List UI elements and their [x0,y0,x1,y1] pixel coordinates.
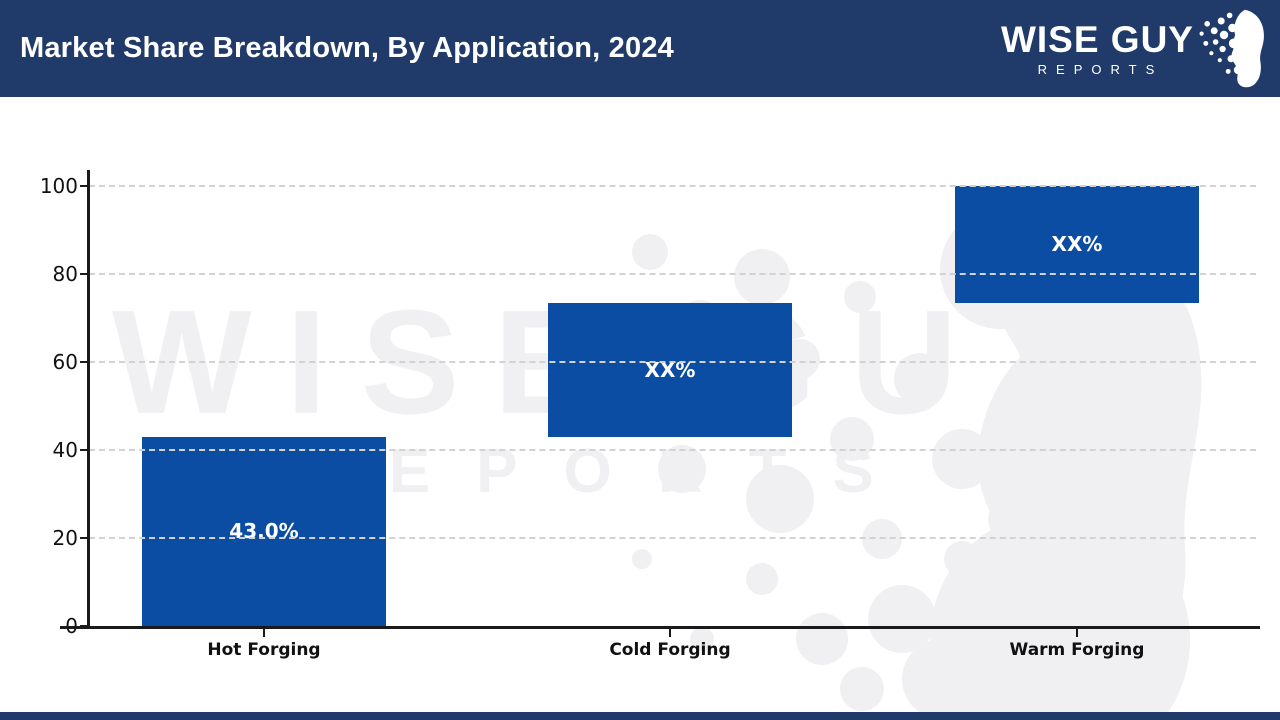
y-tick-label-80: 80 [52,262,78,286]
bar-value-label-warm-forging: XX% [1051,232,1103,257]
y-tick-mark-20 [80,537,88,539]
gridline-80 [89,273,1256,275]
x-tick-mark-warm-forging [1076,629,1078,637]
header-bar: Market Share Breakdown, By Application, … [0,0,1280,97]
y-tick-label-100: 100 [39,174,78,198]
bar-value-label-hot-forging: 43.0% [229,519,299,544]
y-tick-mark-40 [80,449,88,451]
logo-subtitle: REPORTS [1037,62,1164,77]
logo-wordmark: WISE GUY [1000,19,1194,60]
wise-guy-reports-logo: WISE GUY REPORTS [1001,6,1266,92]
x-tick-label-warm-forging: Warm Forging [1009,640,1145,660]
chart-title: Market Share Breakdown, By Application, … [20,32,674,64]
x-tick-label-cold-forging: Cold Forging [609,640,731,660]
y-tick-mark-60 [80,361,88,363]
y-tick-mark-100 [80,185,88,187]
footer-bar [0,712,1280,720]
y-tick-label-40: 40 [52,438,78,462]
logo-text: WISE GUY REPORTS [1000,19,1194,78]
gridline-100 [89,185,1256,187]
x-tick-mark-cold-forging [669,629,671,637]
gridline-20 [89,537,1256,539]
x-tick-label-hot-forging: Hot Forging [207,640,321,660]
logo-dot-head-icon [1199,9,1264,88]
x-tick-mark-hot-forging [263,629,265,637]
gridline-40 [89,449,1256,451]
gridline-60 [89,361,1256,363]
bar-hot-forging: 43.0% [142,436,386,626]
y-tick-label-60: 60 [52,350,78,374]
y-axis-line [87,170,90,629]
y-tick-label-20: 20 [52,526,78,550]
y-tick-mark-80 [80,273,88,275]
bar-warm-forging: XX% [955,186,1199,303]
bar-cold-forging: XX% [548,302,792,437]
x-axis-line [60,626,1260,629]
